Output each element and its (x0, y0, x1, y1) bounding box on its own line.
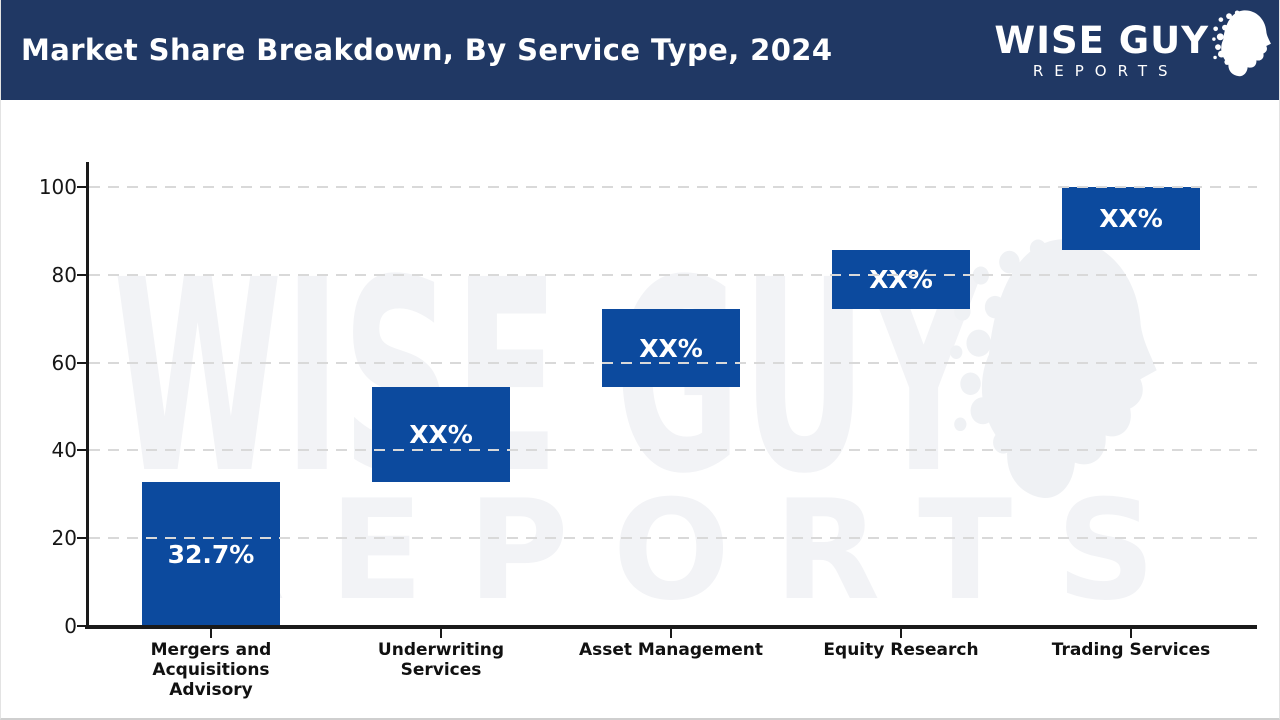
bar-value-label: XX% (869, 265, 933, 295)
y-axis-tickmark (77, 361, 86, 364)
waterfall-bar: XX% (1062, 187, 1200, 251)
x-axis-tickmark (440, 629, 442, 638)
waterfall-bar: XX% (372, 387, 510, 483)
watermark-subtitle: REPORTS (179, 470, 1200, 631)
x-axis-category-line: Advisory (169, 680, 253, 700)
logo-wordmark: WISE GUY (994, 18, 1209, 62)
bar-value-label: XX% (1099, 204, 1163, 234)
page-title: Market Share Breakdown, By Service Type,… (21, 33, 833, 67)
x-axis-category-label: Trading Services (1011, 640, 1251, 660)
wiseguy-head-icon (1212, 10, 1271, 77)
x-axis-line (85, 625, 1257, 629)
header-bar: Market Share Breakdown, By Service Type,… (1, 0, 1279, 100)
x-axis-category-label: Asset Management (551, 640, 791, 660)
bar-value-label: XX% (409, 420, 473, 450)
y-axis-tickmark (77, 449, 86, 452)
logo-subtitle: REPORTS (1032, 61, 1179, 80)
wiseguy-logo-text: WISE GUY REPORTS (994, 22, 1209, 79)
x-axis-category-line: Trading Services (1051, 640, 1211, 660)
x-axis-category-label: Equity Research (781, 640, 1021, 660)
gridline (89, 537, 1257, 540)
x-axis-tickmark (900, 629, 902, 638)
waterfall-bar: XX% (832, 250, 970, 310)
y-axis-tickmark (77, 273, 86, 276)
y-axis-tickmark (77, 186, 86, 188)
waterfall-bar: 32.7% (142, 482, 280, 626)
x-axis-category-line: Asset Management (578, 640, 764, 660)
y-axis-line (86, 162, 89, 628)
gridline (89, 273, 1257, 276)
bar-value-label: 32.7% (167, 539, 255, 569)
y-axis-tick-label: 80 (51, 262, 77, 287)
x-axis-category-line: Underwriting (377, 640, 505, 660)
wiseguy-logo: WISE GUY REPORTS (994, 4, 1275, 96)
gridline (89, 361, 1257, 364)
x-axis-category-label: Mergers and Acquisitions Advisory (91, 640, 331, 700)
y-axis-tick-label: 20 (51, 526, 77, 551)
y-axis-tickmark (77, 537, 86, 540)
waterfall-bar: XX% (602, 309, 740, 388)
y-axis-tickmark (77, 625, 86, 627)
x-axis-category-line: Mergers and (150, 640, 272, 660)
gridline (89, 186, 1257, 188)
y-axis-tick-label: 100 (38, 175, 77, 199)
y-axis-tick-label: 60 (51, 350, 77, 375)
x-axis-tickmark (1130, 629, 1132, 638)
x-axis-category-label: Underwriting Services (321, 640, 561, 680)
x-axis-category-line: Services (400, 660, 482, 680)
x-axis-tickmark (670, 629, 672, 638)
gridline (89, 449, 1257, 452)
x-axis-tickmark (210, 629, 212, 638)
y-axis-tick-label: 40 (51, 438, 77, 463)
y-axis-tick-label: 0 (64, 614, 77, 638)
bar-value-label: XX% (639, 333, 703, 363)
watermark-head-icon (950, 239, 1157, 498)
x-axis-category-line: Acquisitions (152, 660, 270, 680)
x-axis-category-line: Equity Research (823, 640, 979, 660)
